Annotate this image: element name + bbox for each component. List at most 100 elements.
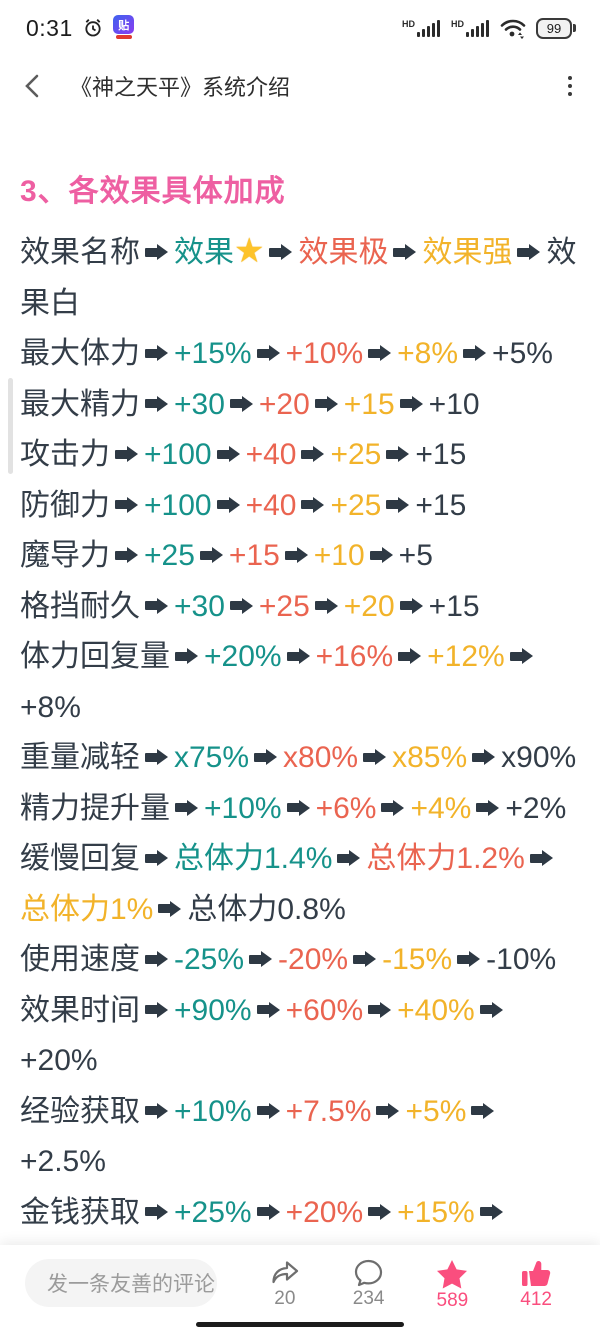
article-content: 3、各效果具体加成 效果名称 效果★ 效果极 效果强 效果白 最大体力 +15% +10% +8…: [0, 116, 600, 1333]
arrow-icon: [353, 954, 367, 964]
like-count: 412: [520, 1289, 552, 1310]
effect-segment: 格挡耐久: [20, 589, 140, 623]
arrow-icon: [386, 449, 400, 459]
effect-segment: +5: [398, 539, 433, 572]
effect-segment: +25: [330, 488, 382, 522]
arrow-icon: [229, 601, 243, 611]
arrow-icon: [337, 853, 351, 863]
arrow-icon: [314, 399, 328, 409]
effect-segment: 最大精力: [20, 387, 140, 421]
effect-segment: +10%: [174, 1094, 252, 1128]
effect-row: 最大体力 +15% +10% +8% +5%: [20, 329, 582, 380]
arrow-icon: [216, 449, 230, 459]
status-bar: 0:31 贴 HD HD: [0, 0, 600, 56]
arrow-icon: [479, 1207, 493, 1217]
effect-segment: -25%: [174, 943, 245, 976]
effect-segment: +15%: [174, 337, 252, 370]
arrow-icon: [471, 1106, 485, 1116]
more-options-button[interactable]: [562, 72, 578, 100]
effect-segment: +25: [330, 438, 382, 471]
effect-segment: 效果: [174, 236, 234, 269]
effect-row: 使用速度 -25% -20% -15% -10%: [20, 935, 582, 986]
effect-segment: x85%: [392, 741, 468, 774]
effect-segment: 效果名称: [20, 236, 140, 269]
share-count: 20: [274, 1288, 296, 1309]
arrow-icon: [256, 1005, 270, 1015]
effect-segment: +10: [428, 387, 480, 421]
effect-segment: +20: [258, 387, 310, 421]
battery-level: 99: [536, 17, 572, 39]
effect-segment: +15: [343, 387, 395, 421]
cellular-signal-icon-2: HD: [451, 19, 490, 37]
comment-count: 234: [352, 1288, 385, 1309]
arrow-icon: [472, 752, 486, 762]
battery-icon: 99: [536, 17, 576, 39]
effect-segment: +100: [144, 438, 212, 471]
effect-segment: +20: [343, 589, 395, 623]
effect-row: 经验获取 +10% +7.5% +5% +2.5%: [20, 1087, 582, 1188]
arrow-icon: [393, 247, 407, 257]
effect-segment: 效果白: [20, 236, 577, 320]
comments-button[interactable]: 234: [341, 1259, 397, 1311]
arrow-icon: [158, 904, 172, 914]
arrow-icon: [479, 1005, 493, 1015]
tieba-notification-icon: 贴: [113, 15, 135, 41]
scrollbar[interactable]: [8, 378, 13, 474]
arrow-icon: [175, 803, 188, 813]
effect-segment: x80%: [283, 741, 359, 774]
effect-segment: 经验获取: [20, 1094, 140, 1128]
effect-segment: +5%: [492, 337, 553, 370]
arrow-icon: [363, 752, 377, 762]
star-icon: ★: [234, 232, 265, 270]
effect-segment: +10: [313, 539, 365, 572]
arrow-icon: [457, 954, 471, 964]
arrow-icon: [314, 601, 328, 611]
effect-row: 最大精力 +30 +20 +15 +10: [20, 380, 582, 431]
wifi-icon: [500, 18, 526, 39]
effect-segment: +10%: [204, 791, 282, 825]
arrow-icon: [368, 1005, 382, 1015]
favorite-button[interactable]: 589: [424, 1259, 480, 1311]
effect-row: 效果名称 效果★ 效果极 效果强 效果白: [20, 226, 582, 329]
arrow-icon: [145, 399, 158, 409]
effect-segment: +20%: [204, 640, 282, 673]
effect-segment: 效果时间: [20, 993, 140, 1027]
effect-segment: -15%: [382, 943, 453, 976]
comment-input[interactable]: 发一条友善的评论: [25, 1259, 217, 1307]
arrow-icon: [381, 803, 395, 813]
arrow-icon: [145, 853, 158, 863]
effect-row: 体力回复量 +20% +16% +12% +8%: [20, 632, 582, 733]
share-button[interactable]: 20: [257, 1259, 313, 1311]
effect-segment: 缓慢回复: [20, 842, 140, 875]
effect-segment: 效果强: [422, 236, 513, 269]
effect-segment: +15: [228, 539, 280, 572]
thumbs-up-icon: [521, 1259, 551, 1288]
effect-segment: 总体力1%: [20, 892, 154, 926]
bottom-action-bar: 发一条友善的评论 20 234 589: [0, 1245, 600, 1333]
arrow-icon: [256, 1207, 270, 1217]
effect-segment: +6%: [315, 791, 377, 825]
like-button[interactable]: 412: [508, 1259, 564, 1311]
effect-segment: +20%: [285, 1195, 364, 1229]
arrow-icon: [145, 247, 158, 257]
effect-row: 魔导力 +25 +15 +10 +5: [20, 531, 582, 582]
back-button[interactable]: [22, 73, 42, 99]
effect-segment: 总体力0.8%: [187, 892, 346, 926]
arrow-icon: [369, 550, 383, 560]
star-favorite-icon: [436, 1259, 468, 1289]
effect-segment: +30: [174, 387, 225, 421]
home-indicator[interactable]: [196, 1322, 404, 1327]
effect-segment: -20%: [278, 943, 349, 976]
arrow-icon: [254, 752, 268, 762]
arrow-icon: [286, 803, 300, 813]
alarm-icon: [83, 18, 103, 38]
effect-segment: 使用速度: [20, 943, 140, 976]
arrow-icon: [145, 601, 158, 611]
arrow-icon: [368, 1207, 382, 1217]
effect-segment: +2.5%: [20, 1145, 106, 1178]
arrow-icon: [229, 399, 243, 409]
arrow-icon: [216, 500, 230, 510]
arrow-icon: [284, 550, 298, 560]
arrow-icon: [115, 500, 128, 510]
arrow-icon: [175, 651, 188, 661]
